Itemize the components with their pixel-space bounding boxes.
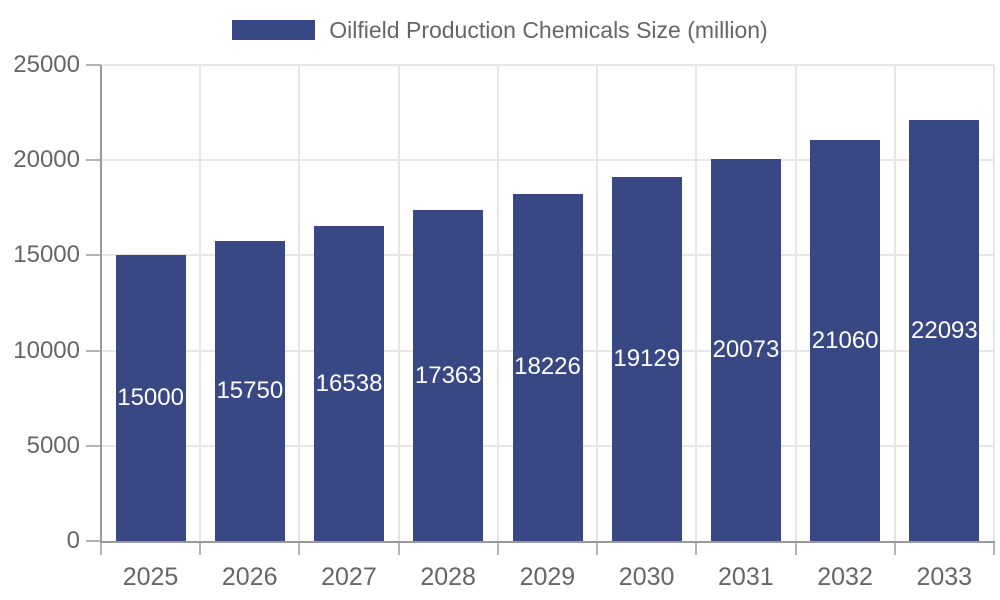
y-axis-label: 0 (66, 527, 80, 554)
bar: 20073 (710, 158, 781, 541)
x-axis-label: 2027 (321, 563, 377, 591)
gridline-vertical (298, 65, 301, 541)
x-axis-tick (298, 541, 301, 555)
x-axis-tick (397, 541, 400, 555)
gridline-vertical (397, 65, 400, 541)
y-axis-label: 15000 (13, 241, 80, 269)
x-axis-label: 2031 (718, 563, 774, 591)
bar-value-label: 20073 (712, 335, 780, 363)
y-axis-label: 10000 (13, 336, 80, 364)
bar: 22093 (909, 120, 980, 541)
x-axis-tick (496, 541, 499, 555)
y-axis-label: 25000 (13, 51, 80, 78)
bar: 18226 (512, 193, 583, 541)
y-axis-tick (86, 540, 101, 542)
gridline-vertical (496, 65, 499, 541)
y-axis-tick (86, 159, 101, 162)
bar-value-label: 15750 (216, 377, 284, 405)
x-axis-tick (100, 541, 102, 555)
bar: 15000 (115, 255, 186, 541)
x-axis-label: 2030 (618, 563, 675, 591)
gridline-vertical (695, 65, 698, 541)
y-axis-tick (86, 349, 101, 352)
gridline-vertical (993, 65, 995, 541)
x-axis-tick (993, 541, 995, 555)
bar: 16538 (314, 226, 385, 541)
x-axis-tick (794, 541, 797, 555)
x-axis-label: 2028 (420, 563, 476, 591)
x-axis-label: 2029 (519, 563, 576, 591)
gridline-horizontal (101, 64, 994, 66)
legend-item[interactable]: Oilfield Production Chemicals Size (mill… (0, 16, 1000, 44)
gridline-vertical (794, 65, 797, 541)
legend-marker-swatch (232, 20, 316, 40)
y-axis-label: 5000 (26, 431, 80, 459)
bar: 17363 (413, 210, 484, 541)
y-axis-tick (86, 254, 101, 257)
bar-value-label: 17363 (414, 361, 482, 389)
gridline-vertical (596, 65, 599, 541)
legend-label: Oilfield Production Chemicals Size (mill… (329, 17, 768, 43)
y-axis-line (100, 65, 102, 543)
bar-value-label: 18226 (514, 353, 581, 381)
bar: 21060 (810, 140, 881, 541)
gridline-vertical (893, 65, 896, 541)
bar-value-label: 21060 (811, 326, 879, 354)
bar-value-label: 16538 (315, 369, 383, 397)
bar: 19129 (611, 176, 682, 541)
x-axis-label: 2033 (916, 563, 973, 591)
x-axis-label: 2025 (122, 563, 179, 591)
gridline-vertical (199, 65, 202, 541)
y-axis-tick (86, 444, 101, 447)
x-axis-tick (695, 541, 698, 555)
x-axis-label: 2032 (817, 563, 873, 591)
x-axis-tick (893, 541, 896, 555)
y-axis-label: 20000 (13, 146, 80, 174)
y-axis-tick (86, 64, 101, 66)
x-axis-label: 2026 (221, 563, 278, 591)
bar-value-label: 19129 (613, 344, 681, 372)
bar-value-label: 15000 (117, 384, 184, 412)
bar-value-label: 22093 (911, 316, 978, 344)
x-axis-line (100, 541, 995, 543)
gridline-horizontal (101, 159, 994, 162)
bar: 15750 (214, 241, 285, 541)
x-axis-tick (596, 541, 599, 555)
x-axis-tick (199, 541, 202, 555)
